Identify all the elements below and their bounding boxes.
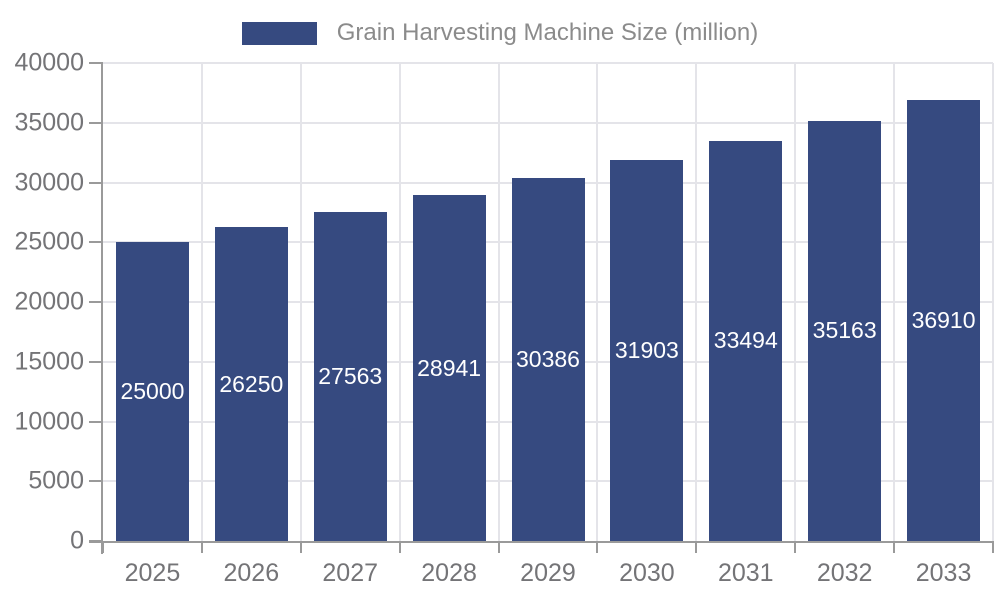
x-axis-tick: [200, 541, 203, 553]
y-tick-label: 15000: [14, 347, 84, 376]
x-axis-tick: [992, 541, 994, 553]
y-tick-label: 0: [70, 526, 84, 555]
y-tick-label: 10000: [14, 407, 84, 435]
y-tick-label: 40000: [14, 48, 84, 77]
gridline-vertical: [299, 63, 302, 541]
x-axis-tick: [497, 541, 500, 553]
x-tick-label: 2028: [421, 559, 477, 587]
y-tick-label: 35000: [14, 108, 84, 137]
legend-label: Grain Harvesting Machine Size (million): [336, 19, 759, 46]
gridline-horizontal: [103, 121, 993, 124]
x-axis-tick: [596, 541, 599, 553]
bar-2025: 25000: [115, 242, 189, 541]
y-tick-label: 5000: [28, 466, 84, 495]
y-axis-tick: [89, 121, 103, 124]
bar-value-label: 33494: [713, 327, 778, 354]
bar-2031: 33494: [709, 140, 783, 541]
gridline-vertical: [992, 63, 994, 541]
x-tick-label: 2030: [619, 559, 675, 587]
gridline-vertical: [695, 63, 698, 541]
gridline-vertical: [893, 63, 896, 541]
y-axis-tick: [89, 62, 103, 64]
x-tick-label: 2027: [322, 559, 379, 587]
x-axis-tick: [794, 541, 797, 553]
gridline-horizontal: [103, 62, 993, 64]
x-axis-tick: [893, 541, 896, 553]
y-axis-tick: [89, 360, 103, 363]
bar-2026: 26250: [214, 227, 288, 541]
y-tick-label: 25000: [14, 227, 84, 256]
bar-2027: 27563: [313, 211, 387, 541]
y-axis-tick: [89, 181, 103, 184]
bar-2029: 30386: [511, 177, 585, 541]
y-axis-line: [101, 63, 103, 554]
bar-value-label: 36910: [911, 306, 976, 333]
bar-value-label: 25000: [120, 378, 185, 405]
gridline-vertical: [200, 63, 203, 541]
bar-value-label: 28941: [417, 354, 482, 381]
y-axis-tick: [89, 241, 103, 244]
legend-swatch: [241, 21, 317, 45]
y-axis-tick: [89, 420, 103, 423]
x-tick-label: 2032: [816, 559, 873, 587]
y-axis-tick: [89, 480, 103, 483]
x-tick-label: 2031: [717, 559, 774, 587]
bar-2032: 35163: [808, 120, 882, 541]
bar-value-label: 35163: [812, 317, 877, 344]
y-tick-label: 30000: [14, 168, 84, 196]
x-axis-tick: [398, 541, 401, 553]
bar-value-label: 30386: [516, 345, 580, 372]
bar-2028: 28941: [412, 195, 486, 541]
gridline-vertical: [794, 63, 797, 541]
x-axis-tick: [299, 541, 302, 553]
gridline-vertical: [497, 63, 500, 541]
gridline-vertical: [398, 63, 401, 541]
bar-value-label: 31903: [614, 336, 679, 363]
bar-value-label: 26250: [219, 370, 284, 397]
x-axis-tick: [695, 541, 698, 553]
bar-2030: 31903: [610, 159, 684, 541]
x-axis-tick: [102, 541, 104, 553]
y-axis-tick: [89, 301, 103, 303]
x-axis-line: [89, 541, 993, 543]
bar-value-label: 27563: [318, 362, 383, 389]
gridline-vertical: [596, 63, 599, 541]
x-tick-label: 2029: [520, 559, 576, 587]
bar-2033: 36910: [907, 99, 981, 541]
y-tick-label: 20000: [14, 287, 84, 316]
legend[interactable]: Grain Harvesting Machine Size (million): [0, 18, 1000, 48]
x-tick-label: 2026: [223, 559, 280, 587]
x-tick-label: 2033: [915, 559, 972, 587]
x-tick-label: 2025: [124, 559, 181, 587]
